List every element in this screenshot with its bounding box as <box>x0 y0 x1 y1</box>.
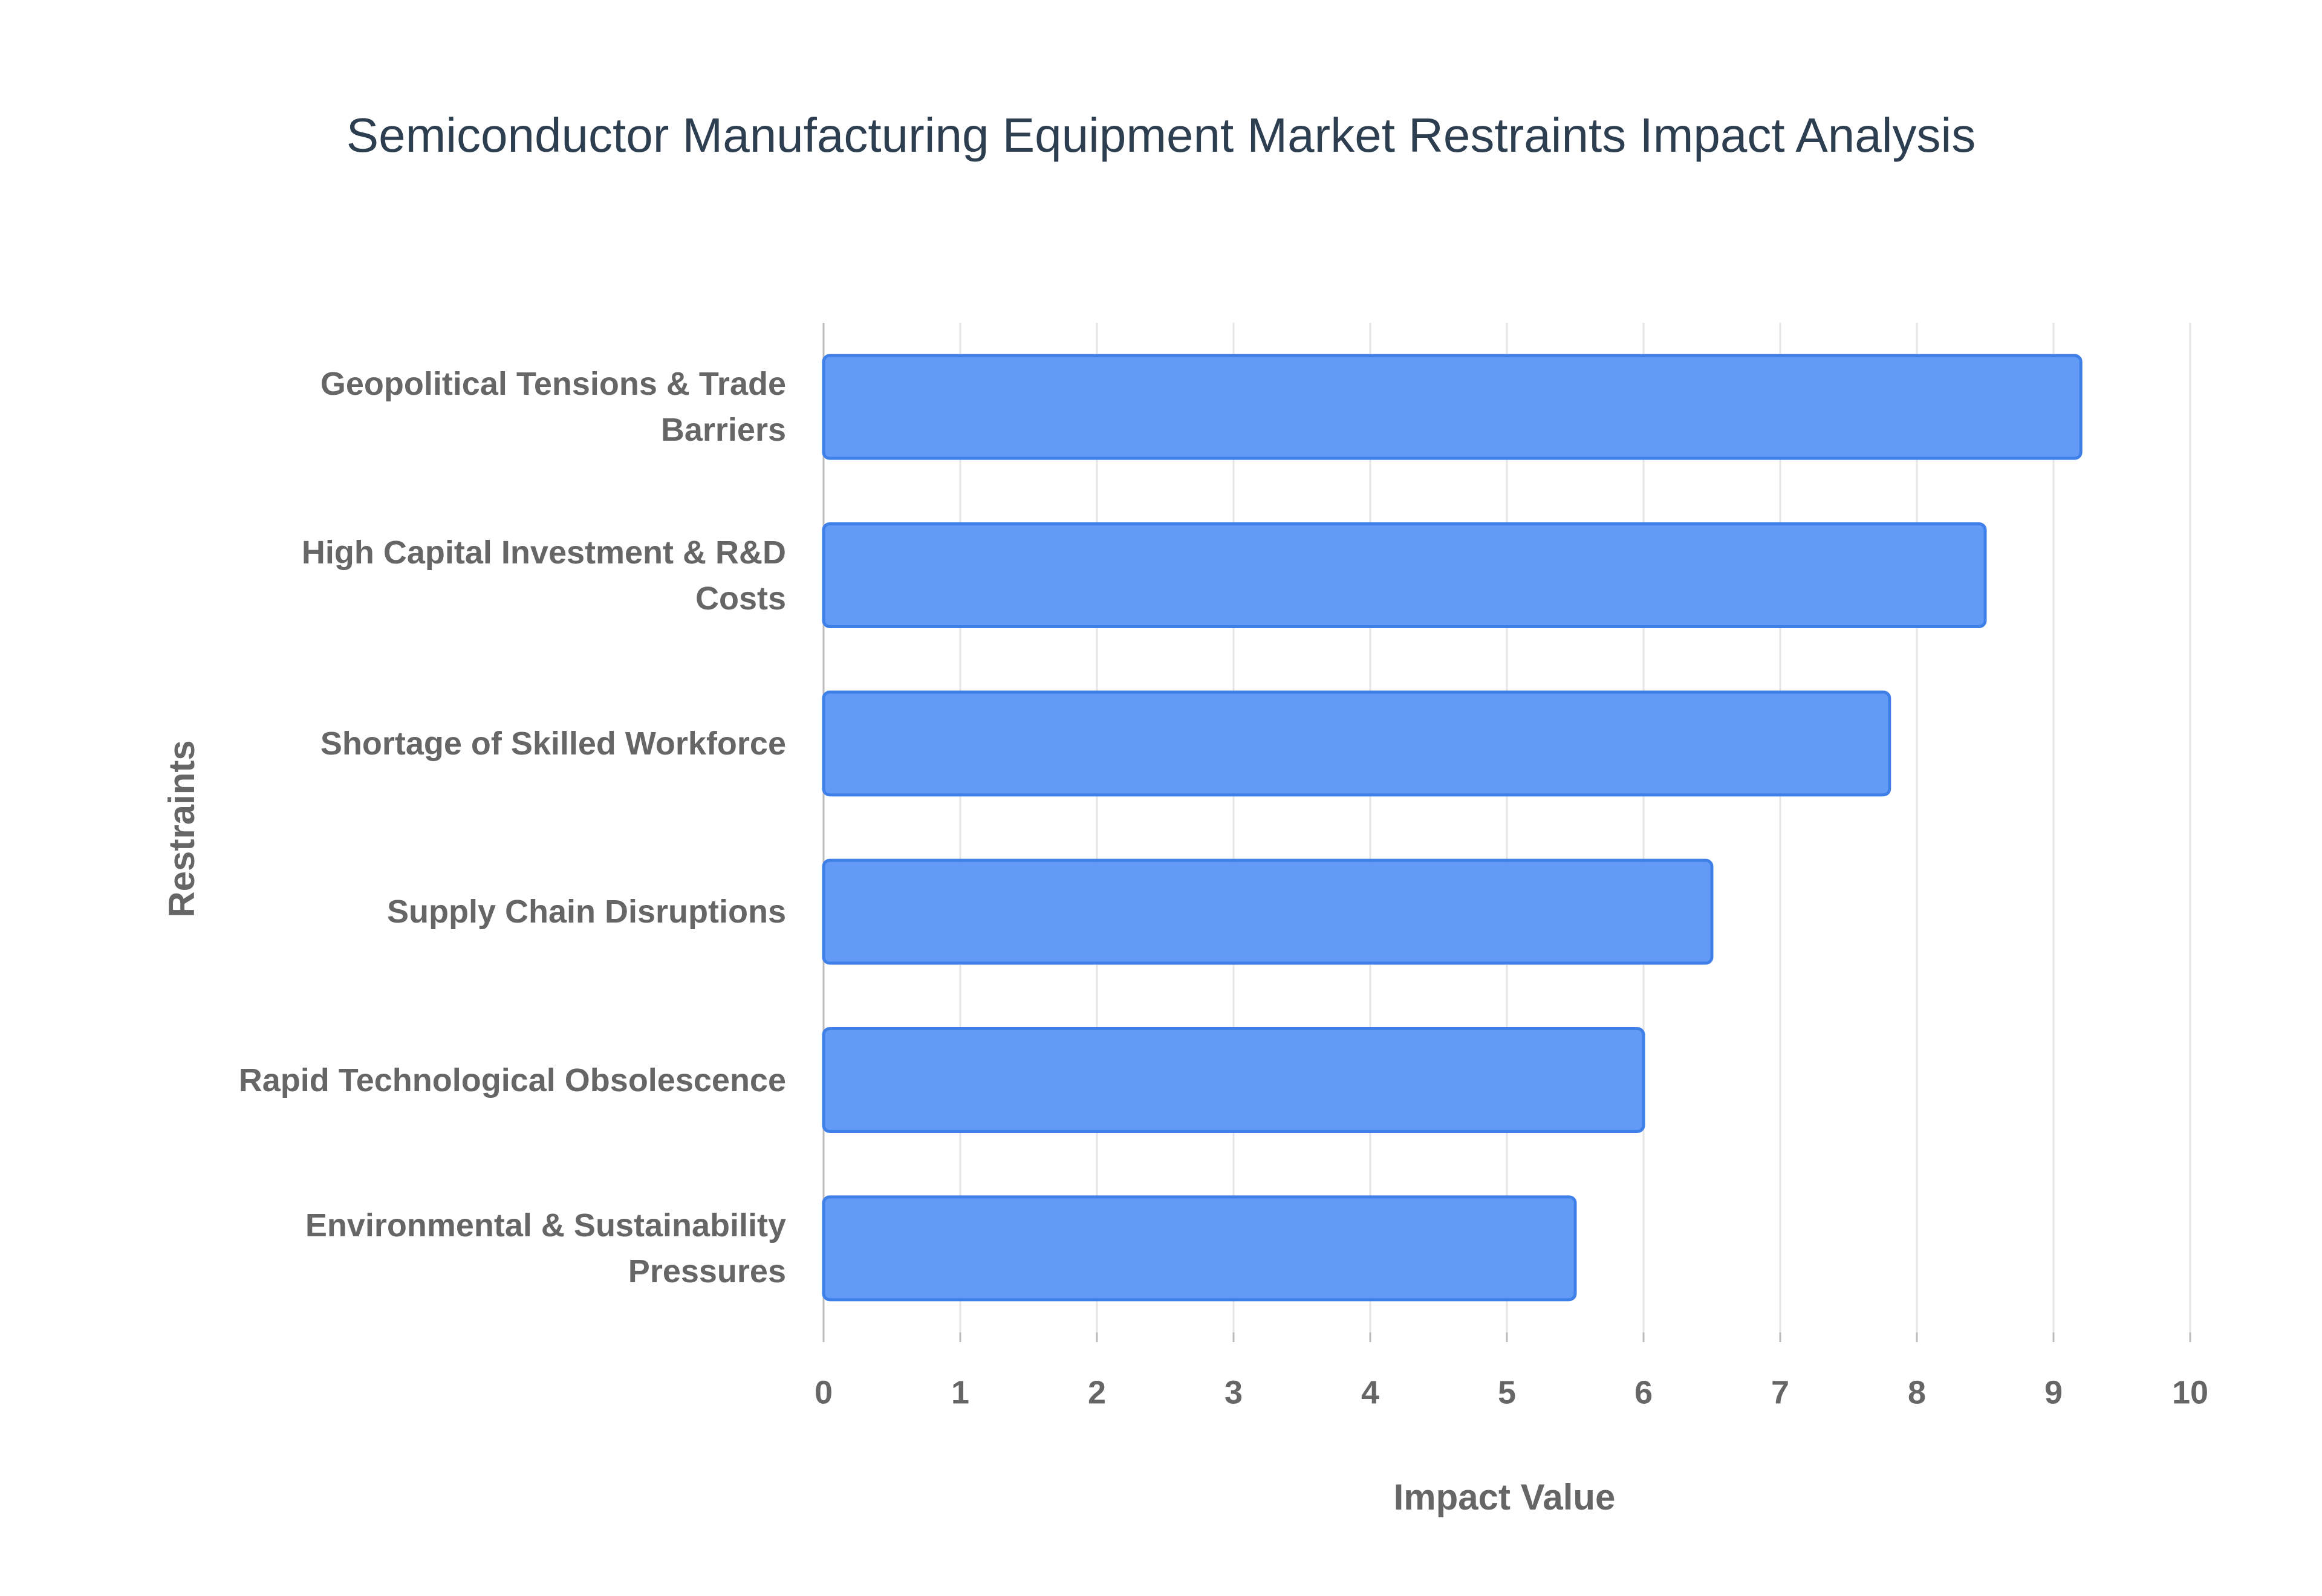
x-tick-label: 6 <box>1634 1374 1653 1410</box>
bar <box>822 354 2083 460</box>
x-tick-label: 5 <box>1498 1374 1516 1410</box>
y-tick-label: Rapid Technological Obsolescence <box>238 1062 786 1098</box>
x-axis-title: Impact Value <box>1394 1477 1616 1517</box>
y-tick-label: Shortage of Skilled Workforce <box>320 725 786 762</box>
chart-title: Semiconductor Manufacturing Equipment Ma… <box>346 108 1976 162</box>
bar <box>822 690 1891 797</box>
y-axis-title: Restraints <box>161 740 202 917</box>
bar <box>822 1027 1645 1133</box>
bar <box>822 1195 1577 1302</box>
x-tick-label: 8 <box>1908 1374 1926 1410</box>
x-tick-label: 1 <box>951 1374 969 1410</box>
x-tick-label: 10 <box>2172 1374 2208 1410</box>
x-tick-label: 3 <box>1224 1374 1243 1410</box>
x-tick-label: 9 <box>2044 1374 2063 1410</box>
y-tick-label: Supply Chain Disruptions <box>386 894 786 930</box>
bar <box>822 522 1987 628</box>
x-tick-label: 0 <box>815 1374 833 1410</box>
y-tick-label: Environmental & Sustainability Pressures <box>305 1207 786 1289</box>
y-tick-label: Geopolitical Tensions & Trade Barriers <box>320 366 786 449</box>
x-tick-label: 2 <box>1088 1374 1106 1410</box>
x-tick-label: 7 <box>1771 1374 1789 1410</box>
bar <box>822 858 1714 965</box>
x-tick-label: 4 <box>1361 1374 1379 1410</box>
y-tick-label: High Capital Investment & R&D Costs <box>301 534 786 617</box>
